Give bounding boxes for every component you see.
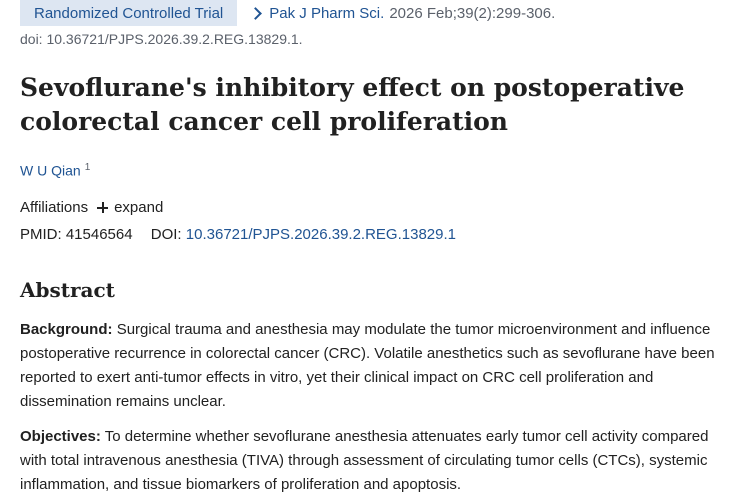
abstract-section-label: Background: — [20, 321, 113, 338]
author-link[interactable]: W U Qian — [20, 162, 81, 179]
chevron-right-icon — [249, 6, 263, 20]
journal-name: Pak J Pharm Sci. — [269, 4, 385, 22]
abstract-section-text: Surgical trauma and anesthesia may modul… — [20, 321, 715, 410]
article-identifiers: PMID: 41546564 DOI: 10.36721/PJPS.2026.3… — [20, 226, 456, 243]
abstract-heading: Abstract — [20, 278, 115, 302]
authors-list: W U Qian 1 — [20, 162, 90, 179]
author-affiliation-ref[interactable]: 1 — [84, 162, 91, 173]
doi-label: DOI: — [150, 226, 182, 243]
abstract-section-label: Objectives: — [20, 428, 101, 445]
abstract-objectives: Objectives: To determine whether sevoflu… — [20, 425, 725, 497]
journal-link[interactable]: Pak J Pharm Sci. — [249, 5, 384, 22]
abstract-section-text: To determine whether sevoflurane anesthe… — [20, 428, 709, 493]
article-title: Sevoflurane's inhibitory effect on posto… — [20, 73, 685, 136]
citation-details: 2026 Feb;39(2):299-306. — [389, 4, 556, 22]
affiliations-row: Affiliations expand — [20, 199, 163, 216]
publication-type-badge[interactable]: Randomized Controlled Trial — [20, 0, 238, 26]
pmid-value: 41546564 — [65, 226, 133, 243]
citation-bar: Randomized Controlled Trial Pak J Pharm … — [20, 0, 555, 26]
citation-doi: doi: 10.36721/PJPS.2026.39.2.REG.13829.1… — [20, 31, 303, 47]
abstract-background: Background: Surgical trauma and anesthes… — [20, 318, 725, 414]
doi-link[interactable]: 10.36721/PJPS.2026.39.2.REG.13829.1 — [185, 226, 456, 243]
expand-affiliations-button[interactable]: expand — [114, 199, 164, 216]
affiliations-label: Affiliations — [20, 199, 89, 216]
pmid-label: PMID: — [20, 226, 62, 243]
plus-icon[interactable] — [97, 202, 109, 213]
